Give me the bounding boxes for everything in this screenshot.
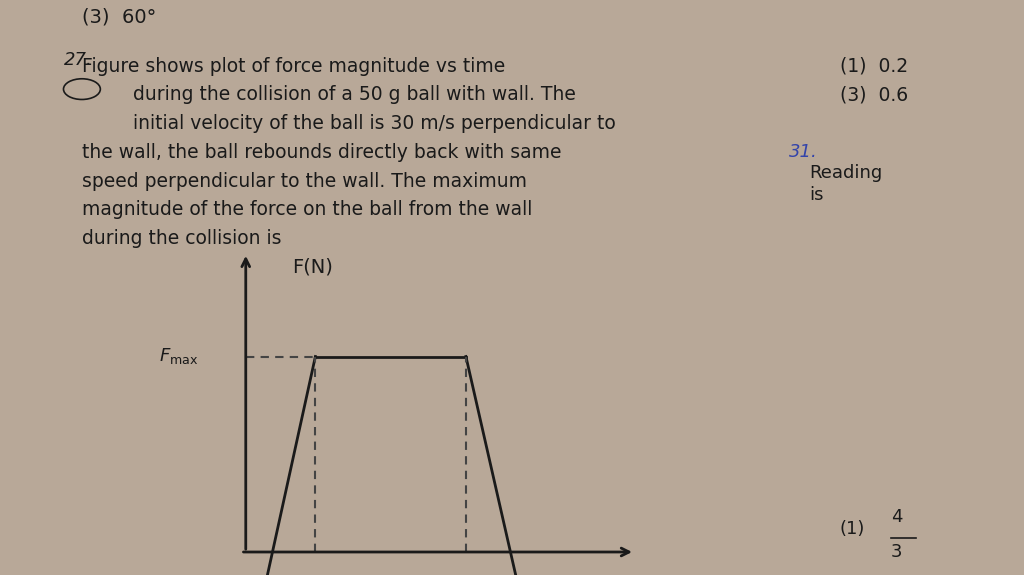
Text: (1)  0.2: (1) 0.2 (840, 56, 908, 76)
Text: during the collision of a 50 g ball with wall. The: during the collision of a 50 g ball with… (133, 85, 575, 105)
Text: (3)  60°: (3) 60° (82, 7, 157, 27)
Text: is: is (809, 186, 823, 205)
Text: (3)  0.6: (3) 0.6 (840, 85, 908, 105)
Text: Figure shows plot of force magnitude vs time: Figure shows plot of force magnitude vs … (82, 56, 505, 76)
Text: 4: 4 (891, 508, 902, 527)
Text: the wall, the ball rebounds directly back with same: the wall, the ball rebounds directly bac… (82, 143, 561, 162)
Text: $F_{\rm max}$: $F_{\rm max}$ (159, 347, 198, 366)
Text: F(N): F(N) (292, 258, 333, 277)
Text: 31.: 31. (788, 143, 817, 162)
Text: Reading: Reading (809, 163, 883, 182)
Text: 3: 3 (891, 543, 902, 561)
Text: (1): (1) (840, 520, 865, 538)
Text: speed perpendicular to the wall. The maximum: speed perpendicular to the wall. The max… (82, 171, 527, 191)
Text: during the collision is: during the collision is (82, 229, 282, 248)
Text: initial velocity of the ball is 30 m/s perpendicular to: initial velocity of the ball is 30 m/s p… (133, 114, 615, 133)
Text: magnitude of the force on the ball from the wall: magnitude of the force on the ball from … (82, 200, 532, 220)
Text: 27.: 27. (63, 51, 92, 70)
